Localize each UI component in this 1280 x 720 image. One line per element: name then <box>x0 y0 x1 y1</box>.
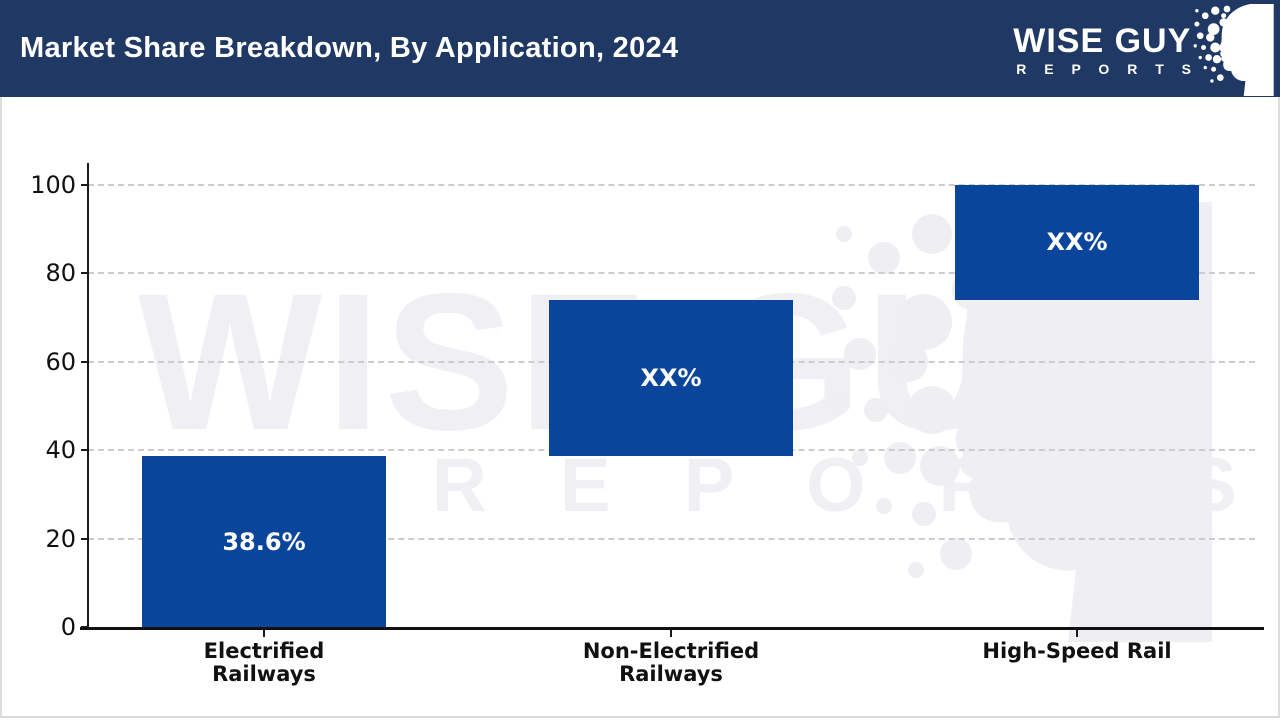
logo-text: WISE GUY R E P O R T S <box>1013 23 1198 77</box>
x-axis-tick <box>1076 630 1078 637</box>
x-category-label: Non-Electrified Railways <box>582 639 760 686</box>
page-title: Market Share Breakdown, By Application, … <box>20 32 679 64</box>
gridline <box>88 537 1255 540</box>
y-tick-label: 80 <box>45 259 76 288</box>
logo-subtitle: R E P O R T S <box>1016 61 1198 77</box>
x-axis-line <box>80 627 1264 630</box>
bar-value-label: XX% <box>1046 228 1108 257</box>
logo-wordmark: WISE GUY <box>1013 22 1192 60</box>
y-axis-tick <box>81 449 88 452</box>
x-axis-tick <box>670 630 672 637</box>
x-category-label: High-Speed Rail <box>982 639 1172 663</box>
header-bar: Market Share Breakdown, By Application, … <box>0 0 1280 97</box>
bar <box>955 185 1199 300</box>
bar-value-label: 38.6% <box>222 527 306 556</box>
x-category-label: Electrified Railways <box>203 639 325 686</box>
x-axis-tick <box>263 630 265 637</box>
y-axis-tick <box>81 537 88 540</box>
gridline <box>88 272 1255 275</box>
y-tick-label: 0 <box>60 613 76 641</box>
wise-guy-reports-logo: WISE GUY R E P O R T S <box>1013 4 1280 96</box>
bar-value-label: XX% <box>640 364 702 393</box>
y-tick-label: 40 <box>45 436 76 465</box>
y-axis-tick <box>81 360 88 363</box>
y-tick-label: 100 <box>30 171 76 199</box>
y-axis-tick <box>81 272 88 275</box>
bar <box>549 299 793 457</box>
y-tick-label: 60 <box>45 347 76 376</box>
y-axis-line <box>87 163 89 629</box>
gridline <box>88 184 1255 186</box>
logo-face-icon <box>1184 4 1280 96</box>
bar <box>142 456 386 627</box>
y-axis-tick <box>81 184 88 186</box>
y-tick-label: 20 <box>45 524 76 553</box>
